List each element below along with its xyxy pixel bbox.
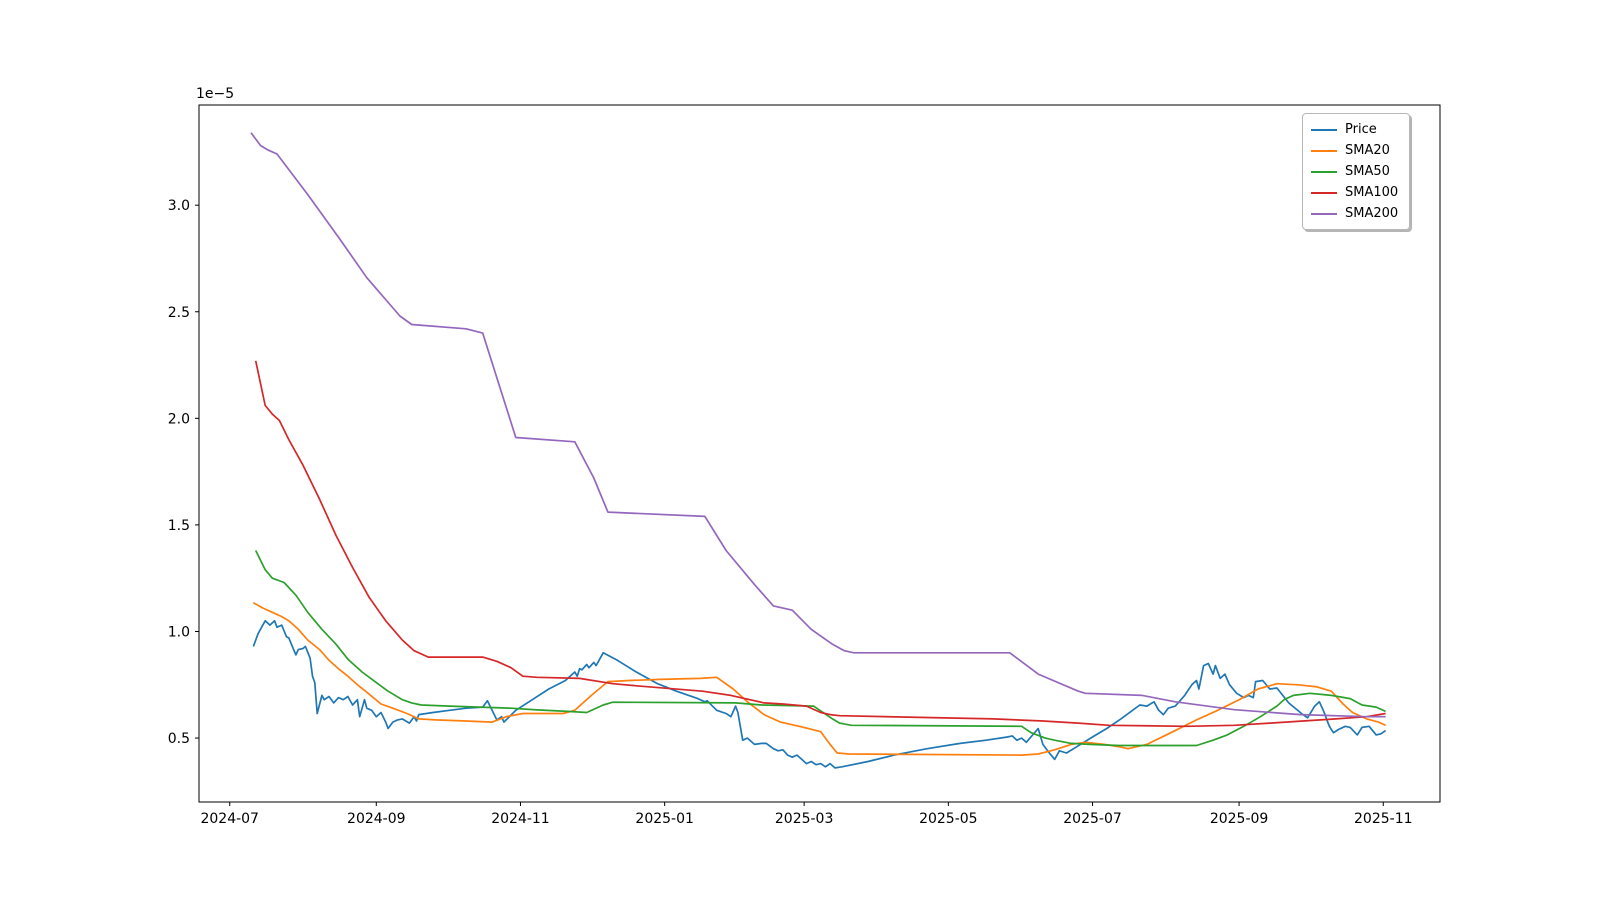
plot-frame <box>198 104 1441 803</box>
x-tick-label: 2025-11 <box>1354 811 1413 827</box>
legend: Price SMA20 SMA50 SMA100 SMA200 <box>1302 113 1410 230</box>
y-tick-label: 0.5 <box>168 731 190 747</box>
y-tick-label: 1.5 <box>168 518 190 534</box>
legend-line-swatch <box>1311 191 1337 194</box>
legend-label: SMA20 <box>1345 143 1390 158</box>
x-tick-label: 2024-09 <box>347 811 406 827</box>
x-tick-label: 2025-05 <box>919 811 978 827</box>
series-line-price <box>252 619 1387 769</box>
x-tick-label: 2024-11 <box>491 811 550 827</box>
legend-line-swatch <box>1311 170 1337 173</box>
legend-label: Price <box>1345 122 1377 137</box>
x-tick-label: 2025-03 <box>775 811 834 827</box>
legend-entry-price: Price <box>1311 119 1401 140</box>
y-tick-label: 2.0 <box>168 411 190 427</box>
series-line-sma200 <box>250 132 1386 718</box>
y-axis-offset-label: 1e−5 <box>196 86 234 102</box>
legend-label: SMA50 <box>1345 164 1390 179</box>
y-tick-label: 3.0 <box>168 198 190 214</box>
series-line-sma50 <box>254 550 1386 747</box>
x-tick-label: 2025-01 <box>635 811 694 827</box>
x-tick-label: 2025-09 <box>1210 811 1269 827</box>
legend-line-swatch <box>1311 128 1337 131</box>
legend-label: SMA100 <box>1345 185 1399 200</box>
series-line-sma100 <box>254 360 1386 728</box>
legend-entry-sma200: SMA200 <box>1311 203 1401 224</box>
legend-entry-sma20: SMA20 <box>1311 140 1401 161</box>
legend-line-swatch <box>1311 212 1337 215</box>
x-tick-label: 2025-07 <box>1063 811 1122 827</box>
legend-entry-sma50: SMA50 <box>1311 161 1401 182</box>
series-line-sma20 <box>252 601 1386 756</box>
legend-line-swatch <box>1311 149 1337 152</box>
legend-label: SMA200 <box>1345 206 1399 221</box>
y-tick-label: 1.0 <box>168 624 190 640</box>
x-tick-label: 2024-07 <box>200 811 259 827</box>
y-tick-label: 2.5 <box>168 305 190 321</box>
legend-entry-sma100: SMA100 <box>1311 182 1401 203</box>
